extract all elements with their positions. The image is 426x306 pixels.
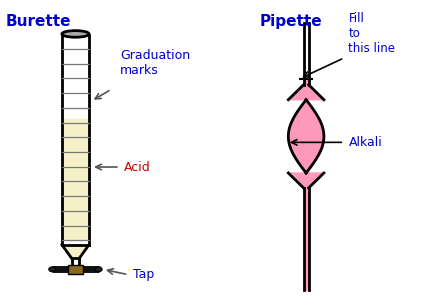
Polygon shape [288,173,324,188]
Polygon shape [62,245,89,258]
Text: Tap: Tap [132,268,154,281]
Ellipse shape [62,31,89,37]
Text: Acid: Acid [124,161,151,174]
Polygon shape [288,85,324,100]
Text: Burette: Burette [6,14,71,29]
Polygon shape [304,173,309,188]
Polygon shape [304,188,309,290]
Polygon shape [62,35,89,119]
Polygon shape [304,79,309,85]
Polygon shape [62,119,89,240]
Text: Fill
to
this line: Fill to this line [348,12,395,55]
Text: Graduation
marks: Graduation marks [120,49,190,77]
Text: Pipette: Pipette [259,14,322,29]
Bar [68,265,83,274]
Text: Alkali: Alkali [348,136,382,149]
Circle shape [95,267,102,272]
Circle shape [49,267,55,272]
